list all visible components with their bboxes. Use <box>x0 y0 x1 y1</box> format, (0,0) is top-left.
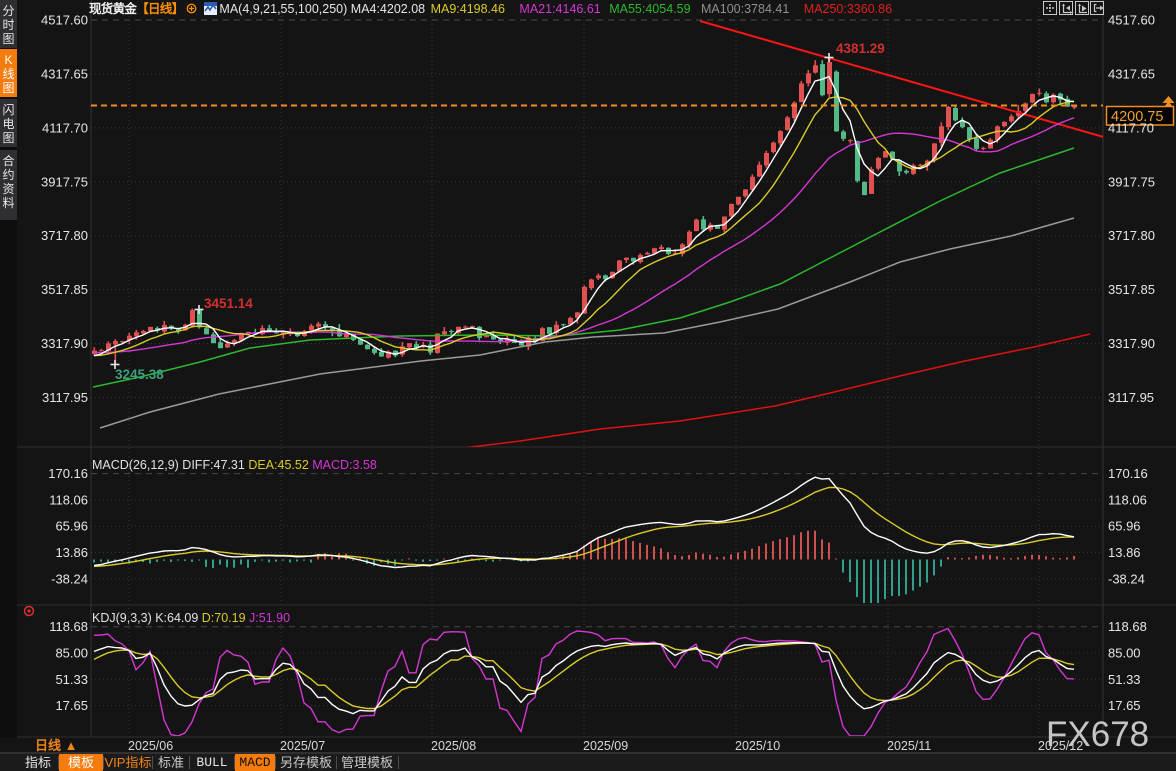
svg-text:3117.95: 3117.95 <box>42 390 88 405</box>
svg-text:17.65: 17.65 <box>1108 698 1141 713</box>
svg-text:170.16: 170.16 <box>48 466 88 481</box>
svg-text:4381.29: 4381.29 <box>836 41 885 56</box>
svg-text:65.96: 65.96 <box>55 519 88 534</box>
svg-text:3245.38: 3245.38 <box>115 367 164 382</box>
svg-text:2025/08: 2025/08 <box>431 739 476 753</box>
svg-text:FX678: FX678 <box>1046 715 1149 754</box>
svg-text:51.33: 51.33 <box>55 672 88 687</box>
svg-text:-38.24: -38.24 <box>1108 571 1145 586</box>
svg-text:3917.75: 3917.75 <box>41 174 88 189</box>
svg-text:13.86: 13.86 <box>55 545 88 560</box>
svg-text:85.00: 85.00 <box>55 646 88 661</box>
svg-text:4200.75: 4200.75 <box>1111 109 1163 125</box>
svg-text:4317.65: 4317.65 <box>41 66 88 81</box>
svg-text:85.00: 85.00 <box>1108 646 1141 661</box>
svg-text:3317.90: 3317.90 <box>1108 336 1155 351</box>
svg-text:51.33: 51.33 <box>1108 672 1141 687</box>
svg-text:3117.95: 3117.95 <box>1108 390 1154 405</box>
svg-text:118.68: 118.68 <box>1108 619 1147 634</box>
svg-text:65.96: 65.96 <box>1108 519 1141 534</box>
svg-text:2025/06: 2025/06 <box>128 739 173 753</box>
svg-text:3917.75: 3917.75 <box>1108 174 1155 189</box>
svg-text:118.68: 118.68 <box>49 619 88 634</box>
svg-text:2025/11: 2025/11 <box>887 739 931 753</box>
svg-text:2025/10: 2025/10 <box>735 739 780 753</box>
svg-text:4117.70: 4117.70 <box>1108 120 1154 135</box>
svg-text:-38.24: -38.24 <box>51 571 88 586</box>
svg-text:3717.80: 3717.80 <box>41 228 88 243</box>
svg-text:3517.85: 3517.85 <box>41 282 88 297</box>
svg-text:3451.14: 3451.14 <box>204 296 253 311</box>
svg-text:2025/09: 2025/09 <box>583 739 628 753</box>
svg-text:3517.85: 3517.85 <box>1108 282 1155 297</box>
svg-text:170.16: 170.16 <box>1108 466 1148 481</box>
svg-text:KDJ(9,3,3) K:64.09 D:70.19 J:: KDJ(9,3,3) K:64.09 D:70.19 J:51.90 <box>92 611 290 625</box>
svg-text:118.06: 118.06 <box>1108 492 1147 507</box>
svg-text:4117.70: 4117.70 <box>42 120 88 135</box>
svg-text:日线 ▲: 日线 ▲ <box>35 738 77 753</box>
svg-text:118.06: 118.06 <box>49 492 88 507</box>
svg-text:17.65: 17.65 <box>55 698 88 713</box>
svg-text:4517.60: 4517.60 <box>41 13 88 28</box>
svg-text:3317.90: 3317.90 <box>41 336 88 351</box>
svg-text:13.86: 13.86 <box>1108 545 1141 560</box>
svg-text:2025/12: 2025/12 <box>1038 739 1083 753</box>
svg-text:MACD(26,12,9) DIFF:47.31 DEA:4: MACD(26,12,9) DIFF:47.31 DEA:45.52 MACD:… <box>92 458 377 472</box>
svg-text:4317.65: 4317.65 <box>1108 66 1155 81</box>
svg-text:2025/07: 2025/07 <box>280 739 325 753</box>
svg-text:4517.60: 4517.60 <box>1108 13 1155 28</box>
svg-text:3717.80: 3717.80 <box>1108 228 1155 243</box>
